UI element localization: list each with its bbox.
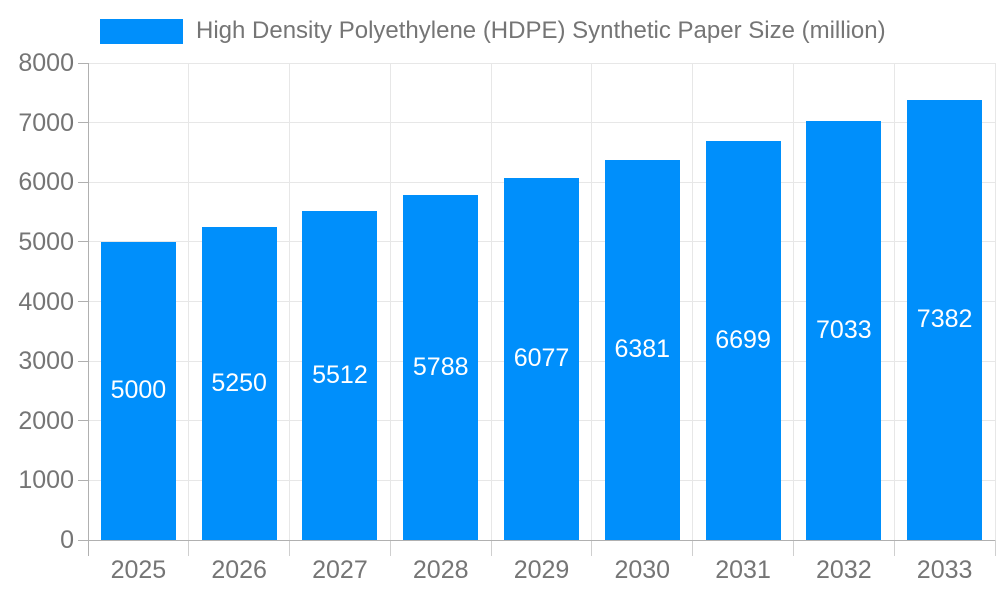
x-gridline [591,63,593,540]
x-axis-tick [893,540,895,556]
x-axis-tick [792,540,794,556]
y-axis-label: 2000 [18,406,74,435]
y-axis-tick [78,420,88,422]
x-gridline [389,63,391,540]
x-axis-tick [692,540,694,556]
y-axis-line [87,63,89,556]
y-axis-label: 4000 [18,287,74,316]
bar-2031[interactable]: 6699 [705,140,781,540]
bar-text: 5250 [211,368,267,397]
x-axis-tick [289,540,291,556]
x-axis-label: 2027 [312,556,368,584]
x-gridline [188,63,190,540]
bar-text: 7033 [816,315,872,344]
bar-2026[interactable]: 5250 [201,226,277,540]
legend-label: High Density Polyethylene (HDPE) Synthet… [196,17,886,44]
x-gridline [893,63,895,540]
y-axis-tick [78,122,88,124]
y-axis-tick [78,301,88,302]
x-axis-label: 2029 [513,556,570,584]
y-axis-tick [78,360,88,362]
x-gridline [994,63,996,540]
y-axis-label: 6000 [18,168,74,197]
x-axis-tick [994,540,996,556]
bar-2032[interactable]: 7033 [806,120,882,540]
legend-item[interactable]: High Density Polyethylene (HDPE) Synthet… [100,17,886,45]
x-gridline [289,63,291,540]
x-axis-label: 2030 [614,556,671,584]
y-axis-tick [78,62,88,64]
y-axis-label: 3000 [18,347,74,376]
bar-2025[interactable]: 5000 [100,241,176,540]
bar-text: 5000 [110,376,167,405]
x-axis-tick [490,540,492,556]
bar-2027[interactable]: 5512 [302,211,378,540]
y-axis-label: 1000 [18,466,74,495]
x-axis-tick [389,540,391,556]
legend-swatch [100,18,183,44]
bar-text: 5512 [312,361,368,390]
bar-text: 6699 [715,325,771,354]
x-axis-label: 2028 [412,556,469,584]
y-axis-label: 5000 [18,227,74,256]
x-axis-line [78,539,995,541]
bar-text: 6381 [614,335,671,364]
bar-text: 6077 [513,344,570,373]
x-gridline [792,63,794,540]
y-axis-tick [78,479,88,481]
y-axis-label: 8000 [18,49,74,77]
y-axis-tick [78,181,88,183]
x-axis-label: 2025 [110,556,167,584]
x-axis-tick [188,540,190,556]
y-axis-label: 7000 [18,108,74,137]
x-axis-tick [591,540,593,556]
bar-2029[interactable]: 6077 [504,177,579,540]
x-axis-label: 2032 [816,556,872,584]
bar-text: 7382 [916,305,973,334]
bar-text: 5788 [412,352,469,381]
x-axis-label: 2026 [211,556,267,584]
x-gridline [490,63,492,540]
bar-2028[interactable]: 5788 [403,194,479,540]
y-axis-tick [78,241,88,243]
x-axis-label: 2031 [715,556,771,584]
x-axis-label: 2033 [916,556,973,584]
bar-2030[interactable]: 6381 [604,159,680,540]
x-gridline [692,63,694,540]
y-gridline [88,122,995,124]
y-axis-label: 0 [60,526,74,554]
y-gridline [88,62,995,64]
bar-2033[interactable]: 7382 [907,99,983,540]
